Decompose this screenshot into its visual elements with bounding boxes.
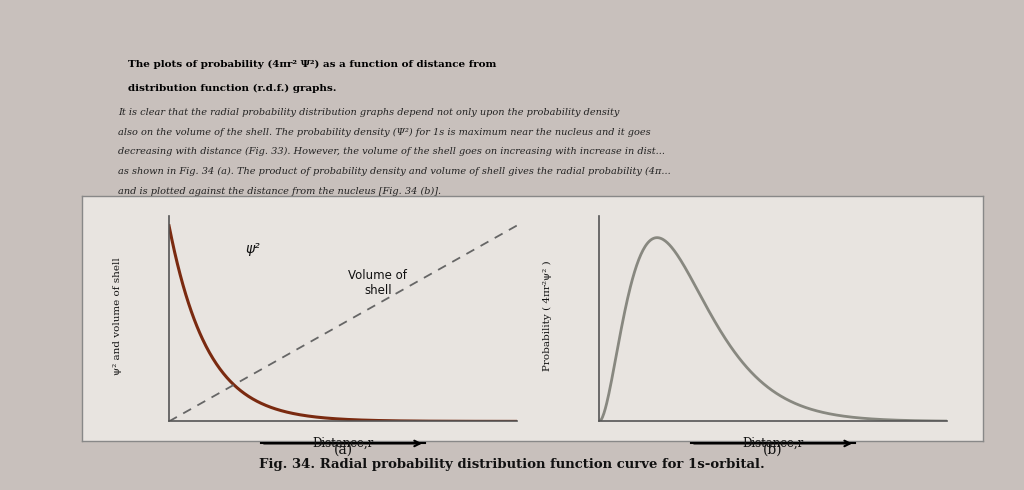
Text: (b): (b) xyxy=(763,442,783,456)
Text: Distance,r: Distance,r xyxy=(742,437,804,450)
Text: (a): (a) xyxy=(334,442,352,456)
Text: distribution function (r.d.f.) graphs.: distribution function (r.d.f.) graphs. xyxy=(128,84,337,93)
Text: It is clear that the radial probability distribution graphs depend not only upon: It is clear that the radial probability … xyxy=(118,108,620,117)
Text: ψ²: ψ² xyxy=(246,242,260,256)
Text: Volume of
shell: Volume of shell xyxy=(348,269,408,297)
Text: Fig. 34. Radial probability distribution function curve for 1s-orbital.: Fig. 34. Radial probability distribution… xyxy=(259,458,765,470)
Text: Distance,r: Distance,r xyxy=(312,437,374,450)
Text: as shown in Fig. 34 (a). The product of probability density and volume of shell : as shown in Fig. 34 (a). The product of … xyxy=(118,167,671,176)
Text: The plots of probability (4πr² Ψ²) as a function of distance from: The plots of probability (4πr² Ψ²) as a … xyxy=(128,60,497,69)
Text: decreasing with distance (Fig. 33). However, the volume of the shell goes on inc: decreasing with distance (Fig. 33). Howe… xyxy=(118,147,665,156)
Text: Probability ( 4πr²ψ² ): Probability ( 4πr²ψ² ) xyxy=(544,261,552,371)
Text: ψ² and volume of shell: ψ² and volume of shell xyxy=(114,257,122,375)
Text: and is plotted against the distance from the nucleus [Fig. 34 (b)].: and is plotted against the distance from… xyxy=(118,187,441,196)
Text: also on the volume of the shell. The probability density (Ψ²) for 1s is maximum : also on the volume of the shell. The pro… xyxy=(118,128,650,137)
